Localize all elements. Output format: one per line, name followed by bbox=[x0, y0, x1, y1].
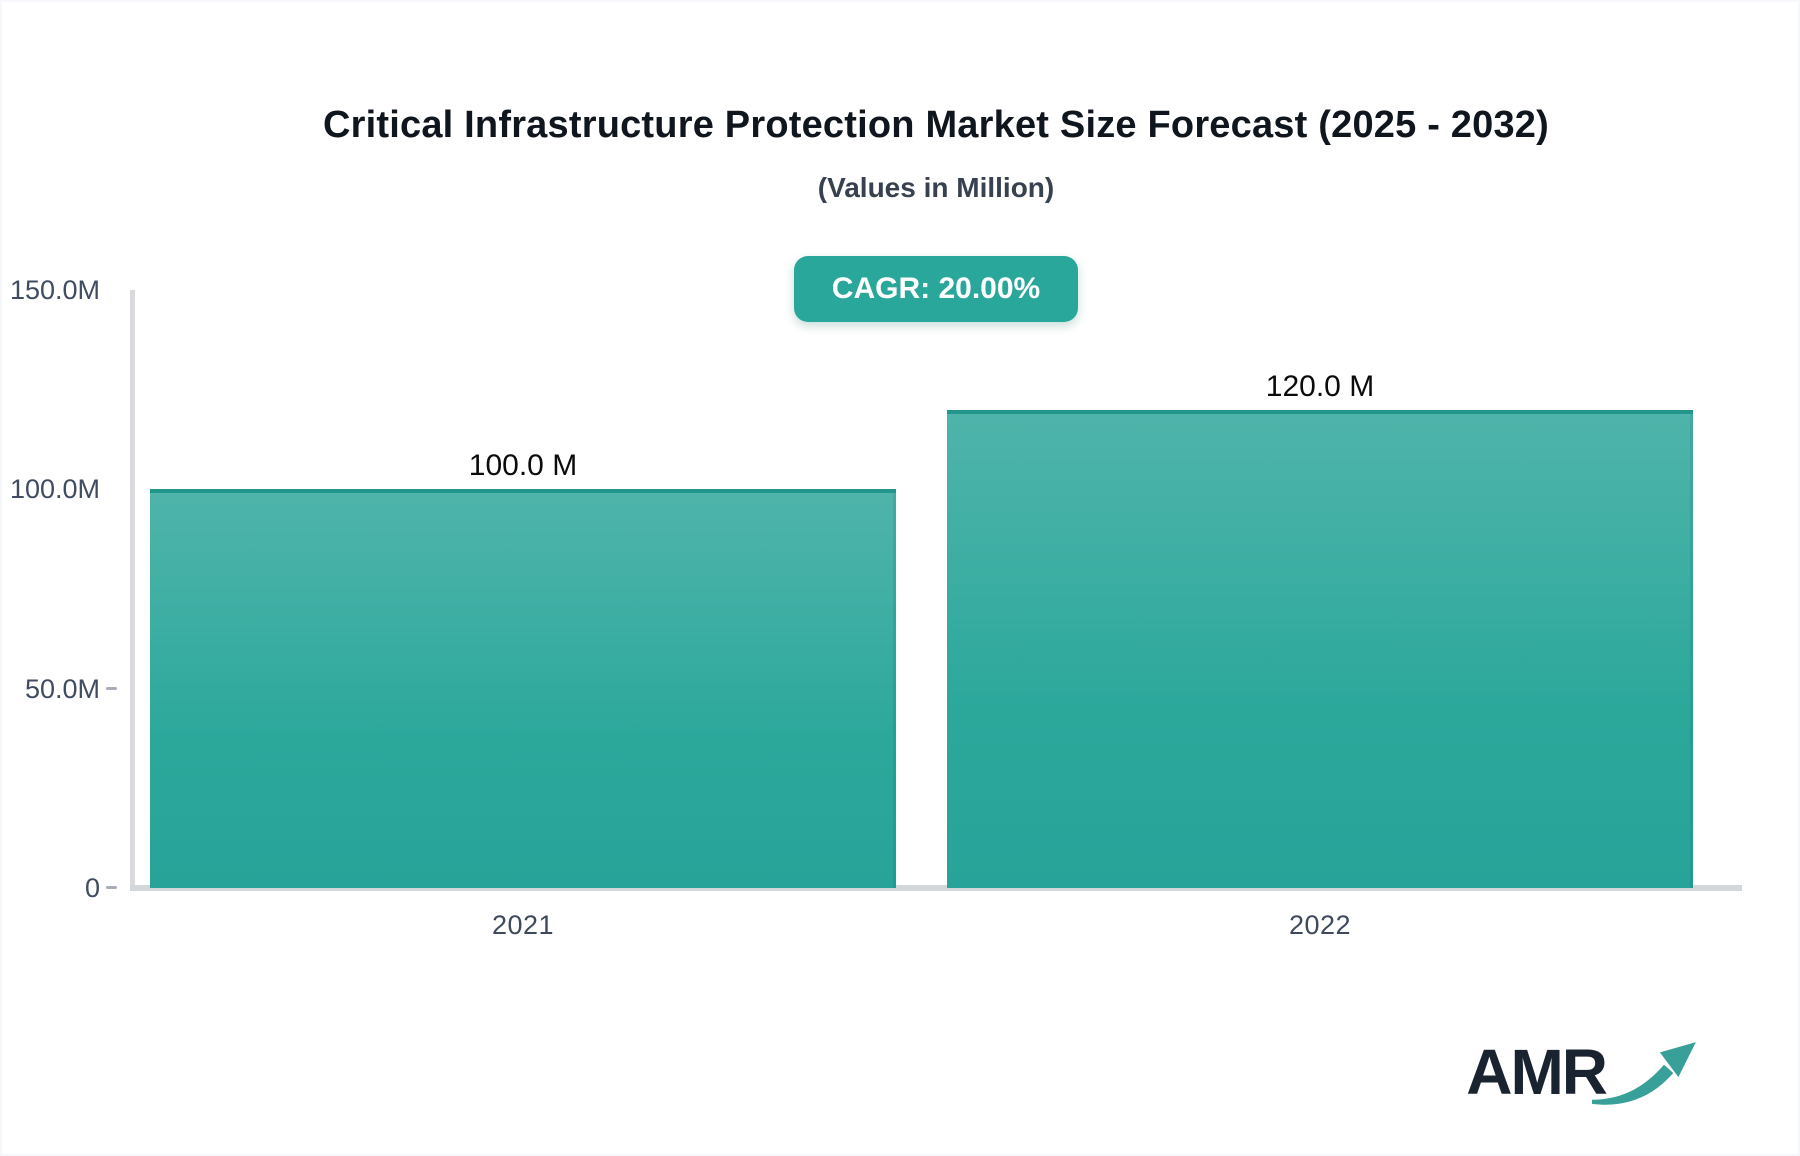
bar-value-label-2021: 100.0 M bbox=[468, 449, 578, 482]
y-tick-label: 100.0M bbox=[9, 474, 100, 505]
cagr-badge-row: CAGR: 20.00% bbox=[72, 256, 1800, 322]
x-axis-label-2022: 2022 bbox=[1288, 910, 1352, 940]
y-tick-label: 50.0M bbox=[24, 673, 100, 704]
bar-group-2022: 120.0 M 2022 bbox=[947, 290, 1693, 940]
chart-title: Critical Infrastructure Protection Marke… bbox=[322, 104, 1549, 146]
y-tick-label: 0 bbox=[84, 873, 100, 903]
bar-value-label-2022: 120.0 M bbox=[1265, 370, 1375, 403]
bar-group-2021: 100.0 M 2021 bbox=[150, 290, 896, 940]
x-axis-line bbox=[130, 885, 1742, 891]
chart-subtitle: (Values in Million) bbox=[817, 172, 1055, 203]
growth-arrow-icon bbox=[1592, 1042, 1696, 1105]
bar-2022: 120.0 M bbox=[947, 370, 1693, 888]
x-axis-label-2021: 2021 bbox=[491, 910, 555, 940]
cagr-badge: CAGR: 20.00% bbox=[793, 256, 1079, 322]
amr-logo: AMR bbox=[1466, 1036, 1700, 1108]
bar-2021: 100.0 M bbox=[150, 449, 896, 888]
y-axis-line bbox=[130, 290, 135, 891]
plot-area: 0 50.0M 100.0M 150.0M 100.0 M 2021 120.0 M … bbox=[10, 275, 1742, 940]
y-tick-dash bbox=[106, 886, 117, 889]
y-tick-dash bbox=[106, 686, 117, 690]
y-tick-label: 150.0M bbox=[9, 275, 100, 305]
amr-logo-text: AMR bbox=[1466, 1036, 1608, 1108]
